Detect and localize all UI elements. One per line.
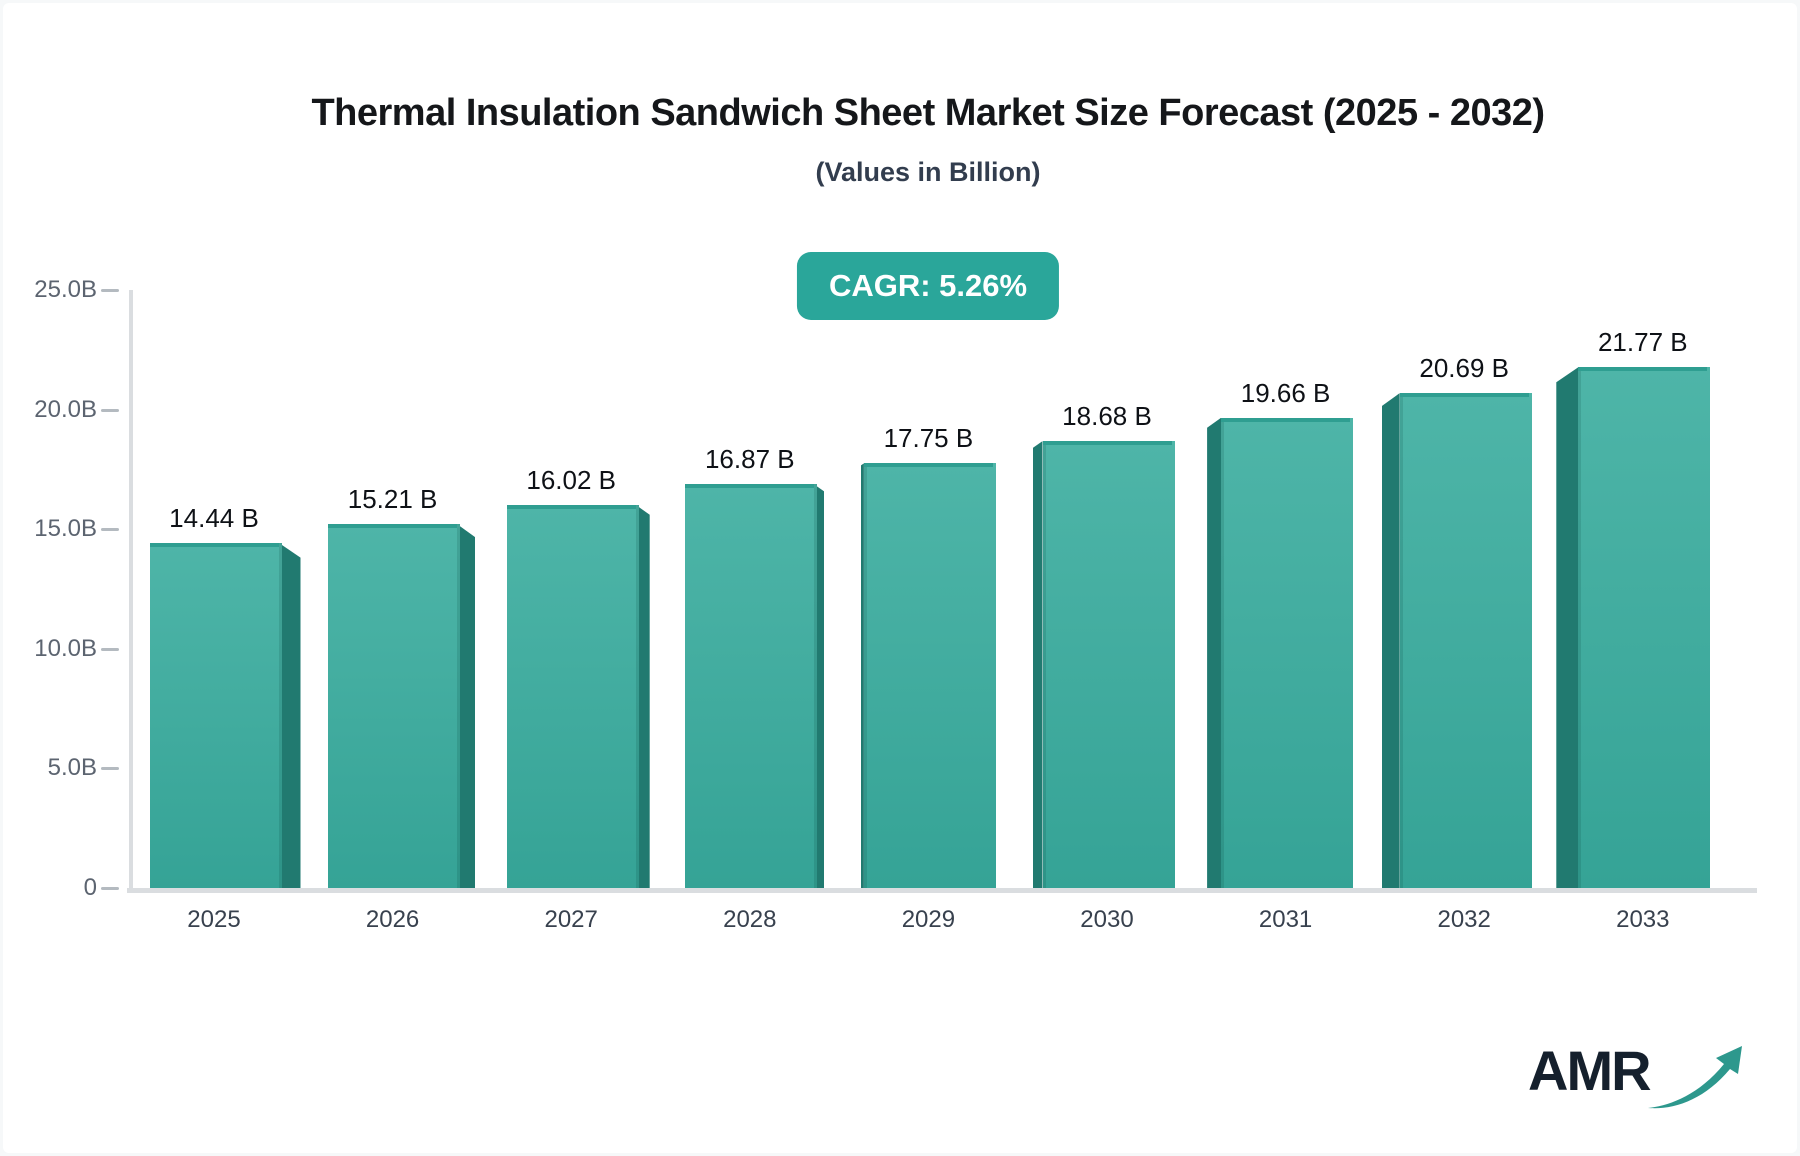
bar-top-edge-2025 (149, 542, 279, 547)
y-axis-tick-label: 20.0B (34, 395, 97, 423)
y-axis-tick-label: 10.0B (34, 634, 97, 662)
bar-value-label-2030: 18.68 B (1062, 401, 1152, 432)
x-axis-label-2026: 2026 (365, 906, 420, 933)
chart-header: Thermal Insulation Sandwich Sheet Market… (28, 92, 1800, 188)
bar-top-edge-2033 (1578, 367, 1708, 372)
bar-side-face-2026 (457, 524, 476, 888)
bar-side-face-2028 (814, 484, 825, 888)
amr-logo: AMR (1528, 1038, 1748, 1118)
y-axis-tick-label: 25.0B (34, 276, 97, 303)
bar-top-edge-2028 (685, 484, 815, 489)
bar-side-face-2029 (860, 463, 864, 888)
bar-value-label-2025: 14.44 B (169, 502, 259, 533)
bar-value-label-2032: 20.69 B (1419, 353, 1509, 384)
bar-2026[interactable] (328, 524, 461, 888)
y-axis-tick-mark (101, 528, 119, 532)
bar-value-label-2027: 16.02 B (526, 464, 616, 495)
bar-top-edge-2031 (1221, 417, 1351, 422)
y-axis-tick-mark (101, 767, 119, 771)
bar-top-edge-2030 (1042, 441, 1172, 446)
x-axis-label-2032: 2032 (1437, 906, 1491, 933)
y-axis-tick-mark (101, 887, 119, 890)
bar-side-face-2027 (635, 504, 650, 888)
bar-top-edge-2032 (1399, 393, 1529, 398)
bar-2033[interactable] (1578, 367, 1711, 888)
bar-2030[interactable] (1042, 441, 1175, 888)
y-axis-tick-mark (101, 289, 119, 292)
bar-value-label-2031: 19.66 B (1240, 377, 1331, 408)
x-axis-label-2028: 2028 (723, 906, 777, 933)
bar-value-label-2028: 16.87 B (704, 444, 795, 475)
bar-2028[interactable] (685, 484, 818, 888)
bar-value-label-2029: 17.75 B (883, 423, 974, 454)
amr-logo-text: AMR (1528, 1039, 1652, 1102)
bar-side-face-2030 (1032, 441, 1043, 888)
y-axis-tick-mark (101, 647, 119, 651)
bar-top-edge-2029 (863, 463, 993, 468)
y-axis-tick-label: 15.0B (34, 515, 97, 543)
bar-top-edge-2027 (506, 504, 636, 509)
x-axis-label-2029: 2029 (901, 906, 956, 933)
bar-side-face-2032 (1381, 393, 1400, 888)
chart-title: Thermal Insulation Sandwich Sheet Market… (311, 92, 1545, 134)
y-axis-line (129, 290, 133, 892)
x-axis-label-2027: 2027 (544, 906, 598, 933)
y-axis-tick-label: 0 (83, 874, 97, 901)
bar-2029[interactable] (863, 463, 996, 888)
x-axis-label-2033: 2033 (1616, 906, 1670, 933)
bar-top-edge-2026 (328, 524, 458, 529)
trend-up-arrow-icon (1648, 1046, 1742, 1109)
cagr-badge: CAGR: 5.26% (796, 252, 1060, 320)
y-axis-tick-label: 5.0B (47, 754, 97, 782)
x-axis-line (127, 888, 1757, 893)
bar-side-face-2025 (278, 542, 301, 888)
bar-value-label-2026: 15.21 B (347, 484, 438, 515)
bar-2025[interactable] (149, 542, 282, 888)
bar-2031[interactable] (1221, 417, 1354, 888)
bar-value-label-2033: 21.77 B (1597, 327, 1688, 358)
bar-2027[interactable] (506, 504, 639, 888)
x-axis-label-2025: 2025 (187, 906, 241, 933)
bar-side-face-2033 (1556, 367, 1579, 888)
bar-side-face-2031 (1207, 417, 1222, 888)
chart-subtitle: (Values in Billion) (815, 157, 1041, 187)
x-axis-label-2030: 2030 (1080, 906, 1134, 933)
y-axis-tick-mark (101, 408, 119, 412)
x-axis-label-2031: 2031 (1258, 906, 1313, 933)
bar-2032[interactable] (1399, 393, 1532, 888)
